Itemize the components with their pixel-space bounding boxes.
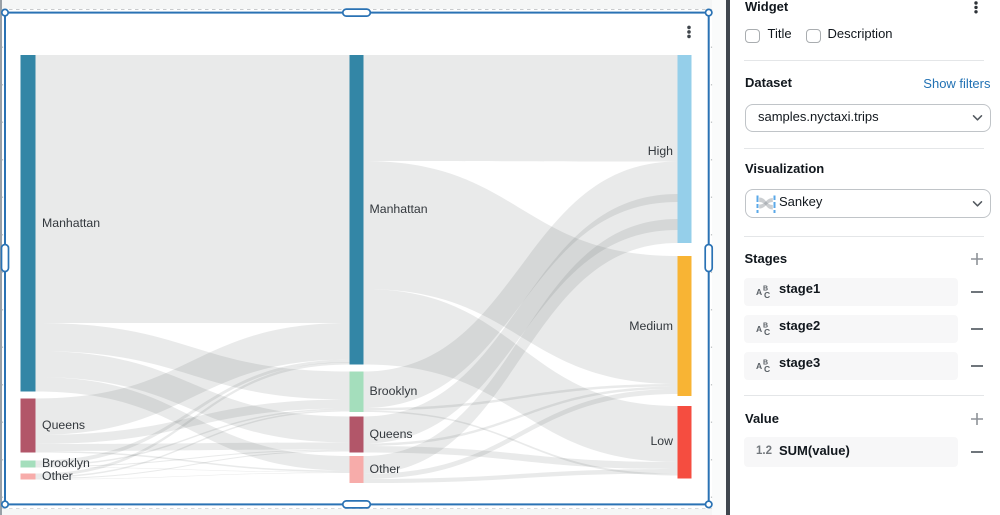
svg-text:A: A [756,361,762,371]
svg-text:C: C [764,364,770,373]
svg-text:C: C [764,327,770,336]
svg-text:A: A [756,324,762,334]
svg-text:B: B [763,286,768,293]
svg-text:B: B [763,323,768,330]
svg-text:C: C [764,290,770,299]
svg-text:A: A [756,287,762,297]
svg-text:B: B [763,360,768,367]
